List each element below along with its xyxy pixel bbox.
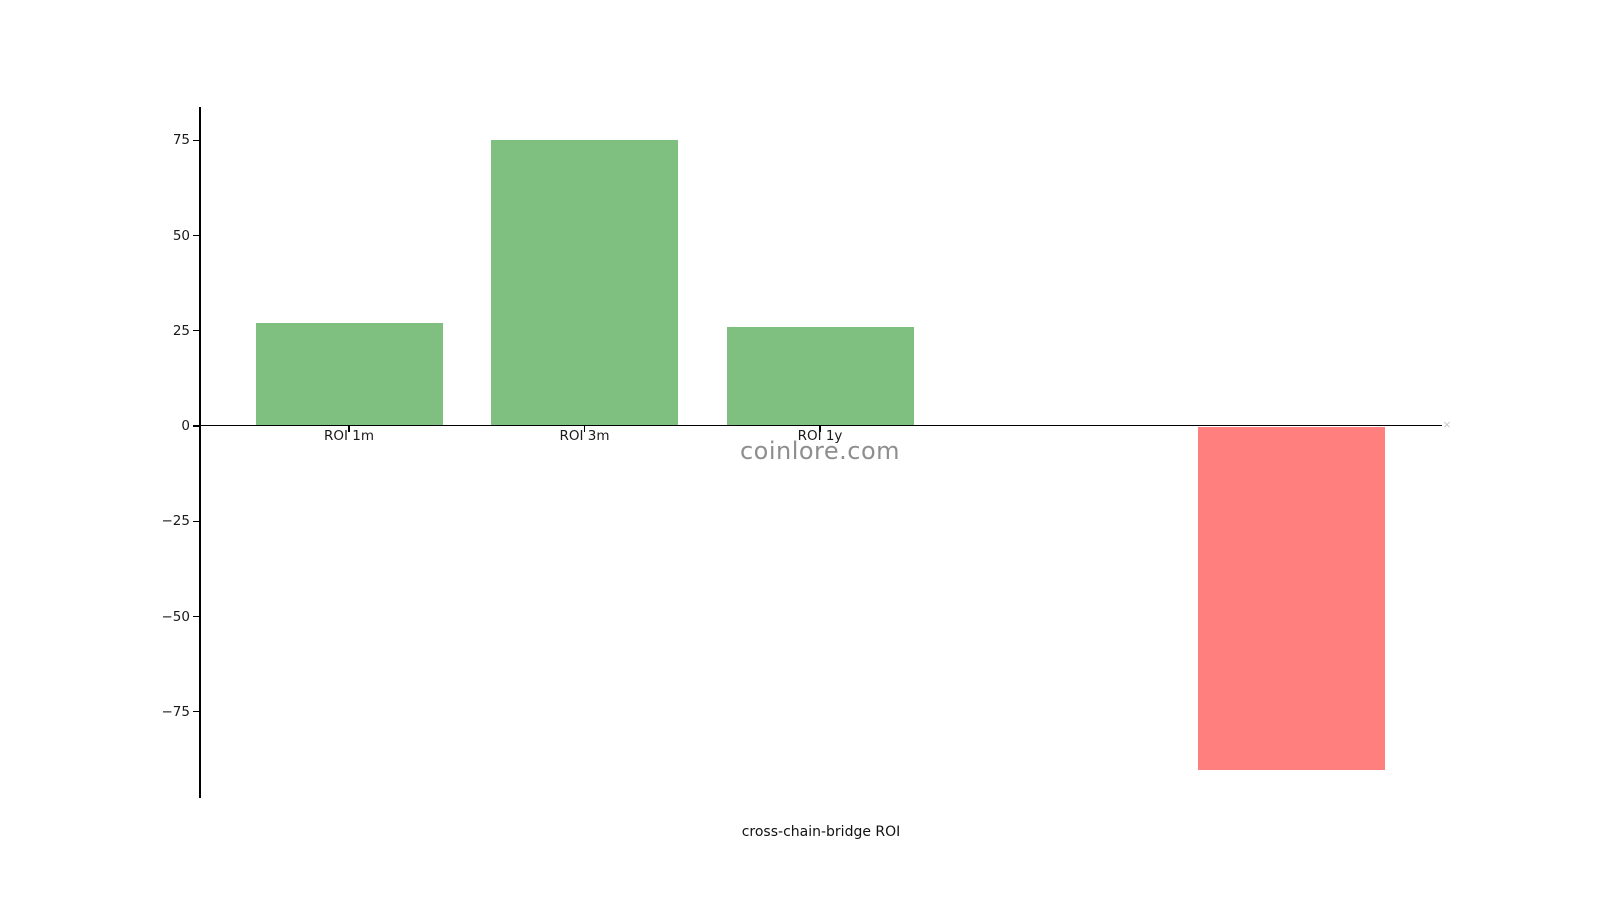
y-axis-tick [193, 139, 200, 141]
y-axis-tick [193, 615, 200, 618]
y-axis-tick-label: 75 [172, 132, 190, 149]
bar-5 [1197, 427, 1385, 770]
y-axis-tick [193, 520, 200, 522]
x-axis-tick [819, 426, 821, 432]
y-axis-tick-label: −25 [161, 513, 191, 530]
y-axis-tick [193, 330, 200, 332]
x-axis-tick [583, 426, 586, 432]
x-axis-tick-label: ROI 3m [559, 427, 610, 444]
y-axis-tick-label: 25 [172, 322, 190, 339]
y-axis-tick-label: −75 [161, 703, 191, 720]
x-axis-zero-line [200, 425, 1442, 427]
axis-end-artifact: × [1442, 418, 1452, 431]
y-axis-spine [199, 107, 201, 798]
y-axis-tick [193, 711, 200, 713]
bar-roi-1m [255, 323, 443, 426]
chart-title: cross-chain-bridge ROI [741, 824, 901, 840]
x-axis-tick [348, 426, 350, 432]
watermark: coinlore.com [739, 437, 901, 465]
y-axis-tick-label: 0 [181, 418, 190, 434]
x-axis-tick-label: ROI 1y [797, 427, 843, 444]
y-axis-tick [193, 234, 200, 237]
bar-roi-1y [726, 326, 914, 426]
y-axis-tick-label: 50 [172, 227, 190, 244]
y-axis-tick-label: −50 [161, 608, 191, 625]
bar-roi-3m [491, 140, 678, 426]
y-axis-tick [193, 425, 200, 427]
x-axis-tick-label: ROI 1m [323, 427, 375, 444]
